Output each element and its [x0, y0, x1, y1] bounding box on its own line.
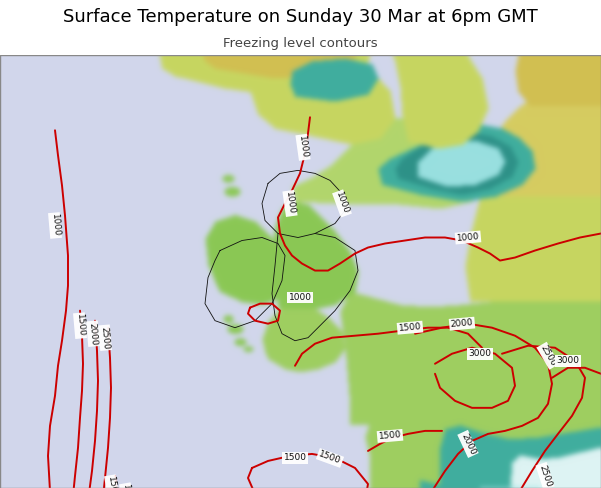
Text: 2500: 2500	[100, 326, 111, 349]
Text: 1500: 1500	[398, 322, 422, 333]
Text: 1000: 1000	[284, 191, 296, 215]
Text: 1000: 1000	[334, 191, 350, 216]
Text: 2000: 2000	[88, 322, 99, 346]
Text: 1500: 1500	[75, 314, 85, 338]
Text: 1500: 1500	[106, 476, 118, 488]
Text: 2000: 2000	[450, 318, 474, 329]
Text: 2500: 2500	[537, 464, 553, 488]
Text: 1500: 1500	[318, 450, 343, 466]
Text: 2000: 2000	[459, 432, 477, 456]
Text: 1000: 1000	[288, 293, 311, 302]
Text: 1500: 1500	[121, 484, 133, 488]
Text: 1500: 1500	[378, 430, 402, 441]
Text: 3000: 3000	[557, 356, 579, 365]
Text: 2500: 2500	[538, 344, 558, 368]
Text: 1000: 1000	[456, 232, 480, 243]
Text: 1000: 1000	[297, 135, 309, 160]
Text: 3000: 3000	[469, 349, 492, 358]
Text: Freezing level contours: Freezing level contours	[223, 37, 378, 49]
Text: 1500: 1500	[284, 453, 307, 463]
Text: Surface Temperature on Sunday 30 Mar at 6pm GMT: Surface Temperature on Sunday 30 Mar at …	[63, 7, 538, 25]
Text: 1000: 1000	[49, 214, 61, 237]
